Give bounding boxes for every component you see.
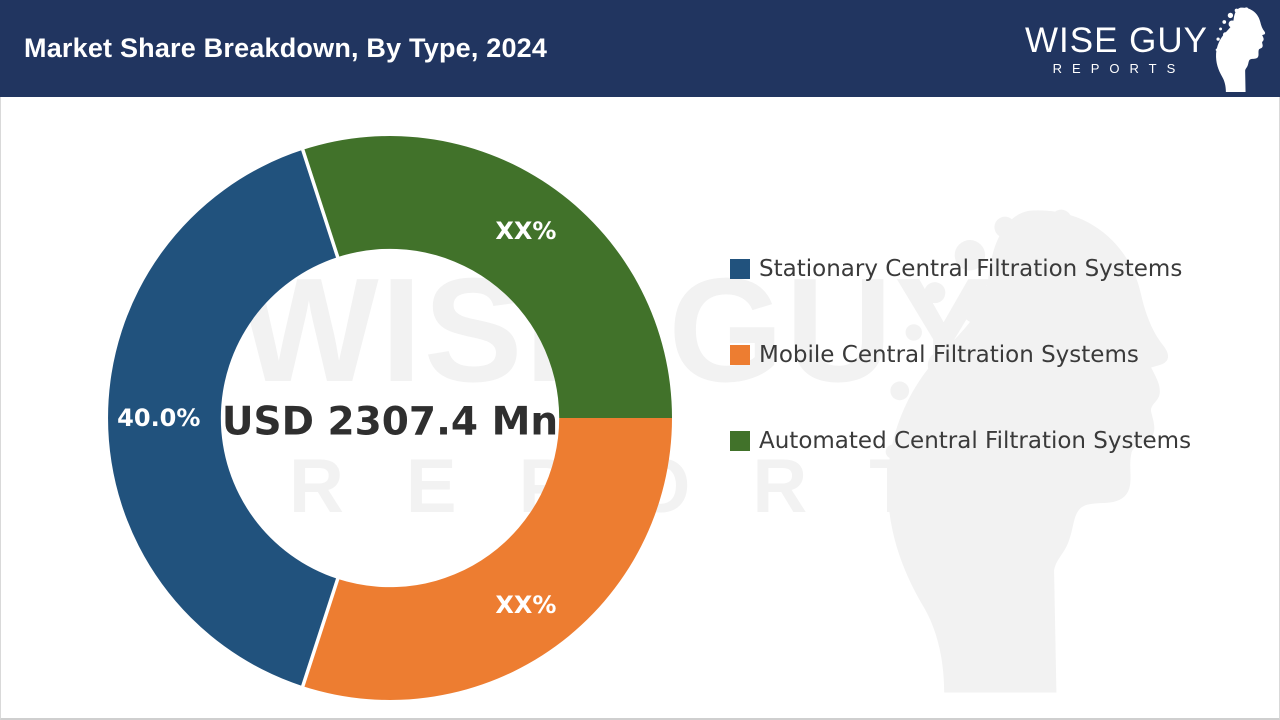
brand-wordmark: WISE GUY REPORTS	[1025, 23, 1208, 75]
chart-canvas: WISE GUY REPORTS USD 2307.4 Mn XX% 40.0% X…	[0, 97, 1280, 720]
slice-separator	[300, 576, 340, 688]
donut-chart: USD 2307.4 Mn XX% 40.0% XX%	[106, 134, 674, 702]
legend-swatch-mobile	[730, 345, 750, 365]
legend-label: Mobile Central Filtration Systems	[759, 342, 1139, 368]
legend-item-mobile: Mobile Central Filtration Systems	[730, 342, 1191, 368]
brand-logo: WISE GUY REPORTS	[1025, 6, 1266, 92]
legend-swatch-stationary	[730, 259, 750, 279]
legend-swatch-automated	[730, 431, 750, 451]
page-title: Market Share Breakdown, By Type, 2024	[24, 33, 548, 63]
pie-slice-0	[108, 149, 338, 687]
pie-slice-2	[302, 136, 672, 418]
legend: Stationary Central Filtration Systems Mo…	[730, 256, 1191, 454]
legend-label: Stationary Central Filtration Systems	[759, 256, 1183, 282]
brand-subtitle: REPORTS	[1052, 60, 1186, 76]
legend-item-stationary: Stationary Central Filtration Systems	[730, 256, 1191, 282]
donut-center-value: USD 2307.4 Mn	[221, 399, 559, 445]
slice-percentage-label-1: XX%	[495, 591, 557, 620]
pie-slice-1	[302, 418, 672, 700]
slice-separator	[300, 148, 340, 260]
legend-item-automated: Automated Central Filtration Systems	[730, 428, 1191, 454]
header-bar: Market Share Breakdown, By Type, 2024 WI…	[0, 0, 1280, 97]
brand-name: WISE GUY	[1024, 20, 1208, 60]
brand-face-icon	[1215, 6, 1266, 92]
slice-percentage-label-2: XX%	[495, 216, 557, 245]
donut-chart-svg	[108, 136, 672, 700]
slice-percentage-label-0: 40.0%	[117, 404, 201, 432]
legend-label: Automated Central Filtration Systems	[759, 428, 1192, 454]
